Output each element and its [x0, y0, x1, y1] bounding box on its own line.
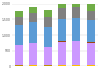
Bar: [87, 43, 95, 65]
Bar: [29, 7, 37, 13]
Bar: [72, 65, 80, 66]
Bar: [44, 17, 52, 27]
Bar: [15, 25, 23, 45]
Bar: [87, 42, 95, 43]
Bar: [15, 17, 23, 25]
Bar: [58, 19, 66, 41]
Bar: [44, 47, 52, 65]
Bar: [58, 8, 66, 19]
Bar: [29, 13, 37, 22]
Bar: [29, 43, 37, 65]
Bar: [44, 27, 52, 47]
Bar: [72, 7, 80, 18]
Bar: [58, 42, 66, 65]
Bar: [72, 41, 80, 65]
Bar: [87, 11, 95, 20]
Bar: [29, 65, 37, 66]
Bar: [87, 20, 95, 42]
Bar: [15, 11, 23, 17]
Bar: [87, 4, 95, 11]
Bar: [58, 41, 66, 42]
Bar: [15, 65, 23, 66]
Bar: [58, 65, 66, 66]
Bar: [15, 45, 23, 65]
Bar: [87, 65, 95, 66]
Bar: [72, 0, 80, 7]
Bar: [44, 10, 52, 17]
Bar: [44, 65, 52, 66]
Bar: [72, 18, 80, 41]
Bar: [58, 1, 66, 8]
Bar: [29, 22, 37, 43]
